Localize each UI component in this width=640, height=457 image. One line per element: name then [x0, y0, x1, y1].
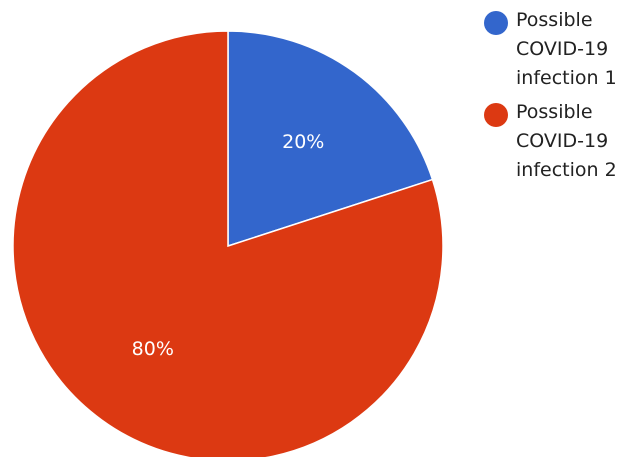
legend-item-infection-1[interactable]: Possible COVID-19 infection 1	[484, 6, 640, 93]
legend-swatch-infection-2	[484, 103, 508, 127]
data-label-infection-2: 80%	[132, 338, 174, 360]
data-label-infection-1: 20%	[282, 131, 324, 153]
pie-slices	[12, 30, 444, 457]
legend-item-infection-2[interactable]: Possible COVID-19 infection 2	[484, 98, 640, 185]
legend-swatch-infection-1	[484, 11, 508, 35]
legend-label-infection-1: Possible COVID-19 infection 1	[516, 9, 617, 89]
pie-slice-infection-2[interactable]	[12, 30, 444, 457]
chart-legend: Possible COVID-19 infection 1 Possible C…	[484, 6, 640, 190]
pie-data-labels: 20% 80%	[132, 131, 325, 360]
legend-label-infection-2: Possible COVID-19 infection 2	[516, 101, 617, 181]
pie-slice-infection-1[interactable]	[227, 30, 434, 248]
